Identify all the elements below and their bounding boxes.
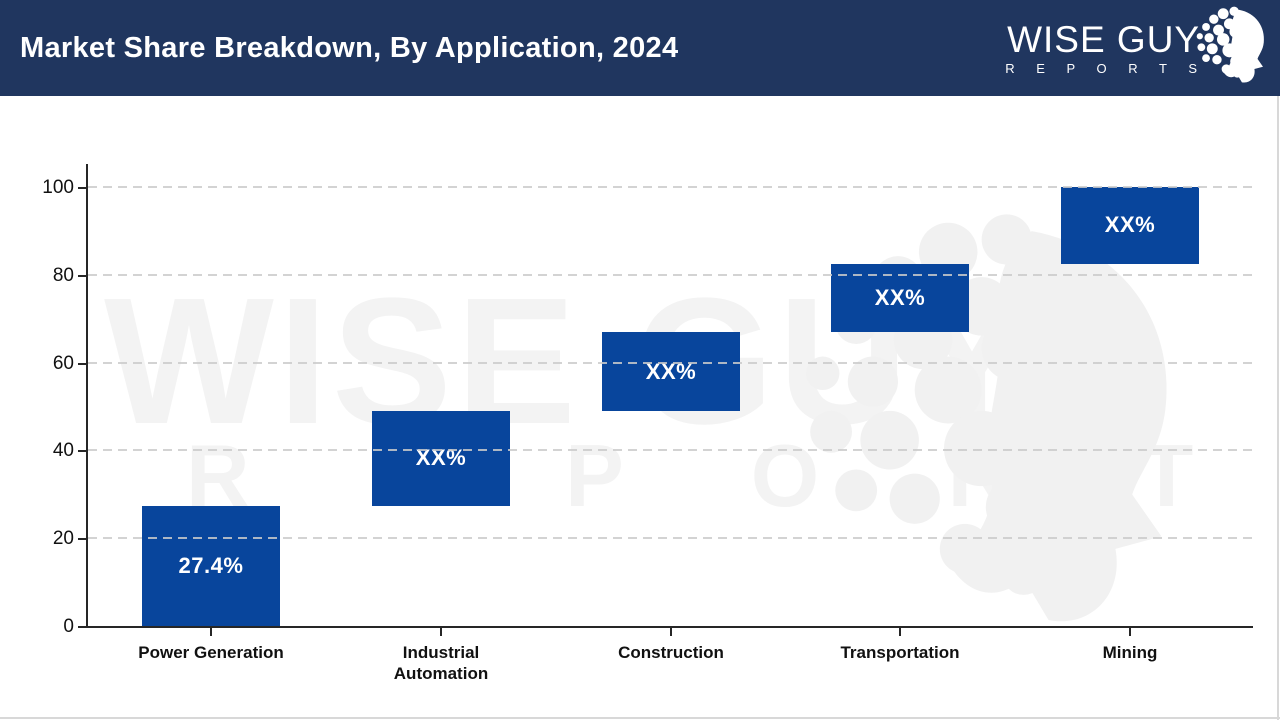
category-label: Industrial Automation [393,643,489,684]
logo-wordmark: WISE GUY [1007,18,1201,60]
y-tick-label: 20 [52,528,74,550]
waterfall-chart: WISE GUY R E P O R T S 02040608010027.4%… [0,96,1280,720]
bar-construction: XX% [602,332,740,411]
category-label: Mining [1102,643,1158,662]
page-title: Market Share Breakdown, By Application, … [20,31,679,64]
y-axis [86,164,88,628]
category-label: Construction [618,643,724,662]
bar-value-label: XX% [874,285,926,311]
y-tick-label: 40 [52,440,74,462]
gridline [88,361,1253,364]
wise-guy-reports-logo: WISE GUY R E P O R T S [1001,5,1280,91]
logo-subtitle: R E P O R T S [1005,60,1206,76]
x-tick-label: Power Generation [101,642,321,663]
logo-text: WISE GUY R E P O R T S [1001,21,1206,76]
bar-mining: XX% [1061,187,1199,264]
bar-power-generation: 27.4% [142,505,280,626]
y-tick-mark [78,626,86,628]
x-tick-label: Construction [561,642,781,663]
x-tick-label: Mining [1020,642,1240,663]
gridline [88,186,1253,188]
x-tick-mark [210,628,212,636]
logo-face-icon [1192,5,1270,91]
y-tick-label: 60 [52,352,74,374]
y-tick-mark [78,450,86,453]
x-axis [86,626,1253,628]
gridline [88,273,1253,276]
category-label: Transportation [840,643,960,662]
category-label: Power Generation [138,643,284,662]
gridline [88,537,1253,540]
gridline [88,449,1253,452]
y-tick-mark [78,187,86,189]
bar-value-label: XX% [1104,212,1156,238]
bar-industrial-automation: XX% [372,410,510,506]
x-tick-mark [440,628,442,636]
y-tick-label: 0 [63,616,74,637]
x-tick-mark [670,628,672,636]
bar-value-label: 27.4% [178,552,244,578]
header-bar: Market Share Breakdown, By Application, … [0,0,1280,96]
x-tick-mark [1129,628,1131,636]
x-tick-mark [899,628,901,636]
y-tick-mark [78,538,86,541]
x-tick-label: Industrial Automation [331,642,551,685]
bottom-border [0,717,1280,719]
right-border [1277,96,1279,720]
y-tick-mark [78,362,86,365]
y-tick-label: 100 [42,177,74,198]
y-tick-label: 80 [52,264,74,286]
x-tick-label: Transportation [790,642,1010,663]
y-tick-mark [78,274,86,277]
